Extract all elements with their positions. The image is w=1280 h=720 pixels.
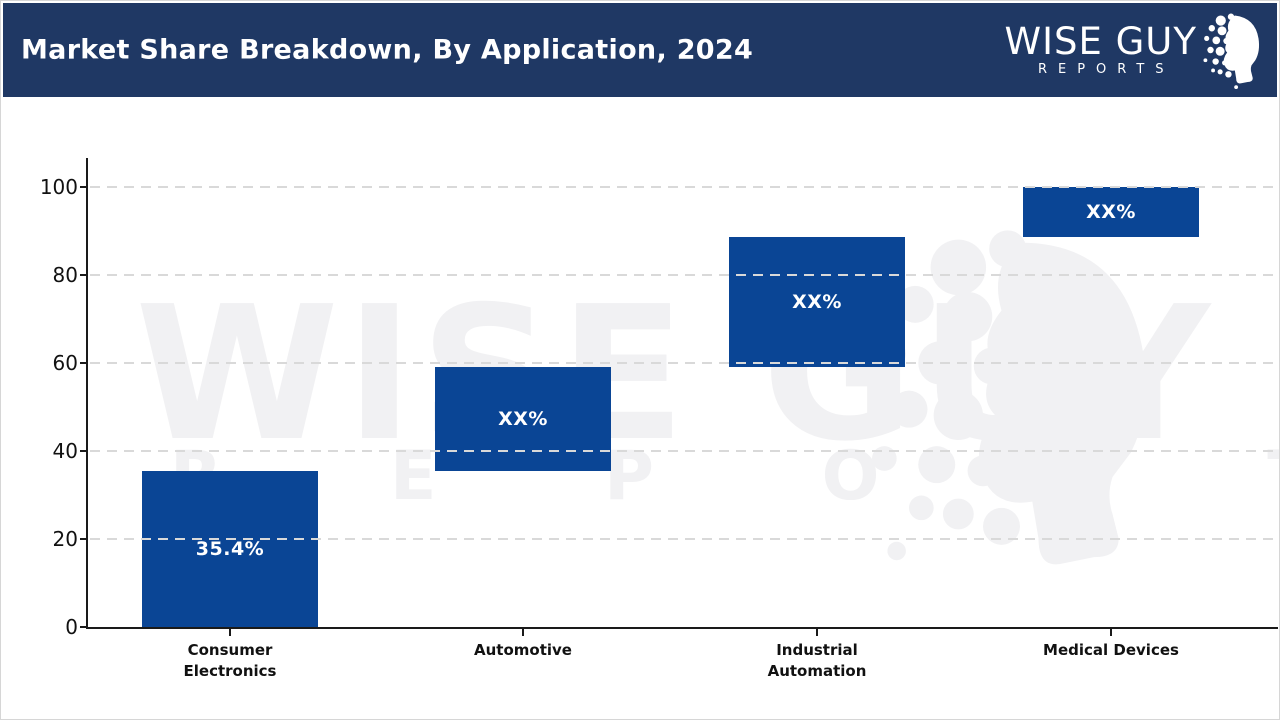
logo-text: WISE GUY REPORTS bbox=[1005, 22, 1197, 78]
bar-industrial-automation: XX% bbox=[729, 237, 905, 367]
y-axis-line bbox=[86, 158, 88, 629]
x-axis-line bbox=[86, 627, 1278, 629]
y-tick-mark-60 bbox=[80, 362, 88, 364]
x-tick-mark-1 bbox=[522, 629, 524, 636]
y-tick-label-60: 60 bbox=[52, 351, 78, 375]
x-tick-mark-0 bbox=[229, 629, 231, 636]
gridline-100 bbox=[90, 186, 1278, 188]
bar-value-label: XX% bbox=[792, 291, 842, 314]
x-tick-label-2: Industrial Automation bbox=[712, 640, 922, 682]
gridline-40 bbox=[90, 450, 1278, 452]
y-tick-mark-100 bbox=[80, 186, 88, 188]
x-tick-label-0: Consumer Electronics bbox=[125, 640, 335, 682]
bar-automotive: XX% bbox=[435, 366, 611, 472]
wiseguy-face-icon bbox=[1203, 13, 1260, 89]
y-tick-mark-0 bbox=[80, 626, 88, 628]
watermark-face-icon bbox=[872, 230, 1147, 565]
x-tick-label-line: Industrial bbox=[776, 641, 858, 659]
x-tick-label-3: Medical Devices bbox=[1006, 640, 1216, 661]
gridline-20 bbox=[90, 538, 1278, 540]
logo-subtitle: REPORTS bbox=[1037, 62, 1175, 77]
x-tick-label-line: Consumer bbox=[187, 641, 273, 659]
bar-consumer-electronics: 35.4% bbox=[142, 471, 318, 627]
y-tick-label-20: 20 bbox=[52, 527, 78, 551]
page-title: Market Share Breakdown, By Application, … bbox=[21, 34, 754, 66]
bar-medical-devices: XX% bbox=[1023, 187, 1199, 238]
y-tick-mark-80 bbox=[80, 274, 88, 276]
bar-value-label: XX% bbox=[1086, 201, 1136, 224]
x-tick-label-line: Medical Devices bbox=[1043, 641, 1179, 659]
y-tick-label-0: 0 bbox=[65, 615, 78, 639]
y-tick-label-80: 80 bbox=[52, 263, 78, 287]
x-tick-mark-3 bbox=[1110, 629, 1112, 636]
logo-name: WISE GUY bbox=[1004, 20, 1197, 63]
x-tick-mark-2 bbox=[816, 629, 818, 636]
y-tick-label-100: 100 bbox=[39, 175, 78, 199]
header-bar: Market Share Breakdown, By Application, … bbox=[3, 3, 1277, 97]
bar-value-label: 35.4% bbox=[195, 538, 265, 561]
x-tick-label-1: Automotive bbox=[418, 640, 628, 661]
x-tick-label-line: Automotive bbox=[474, 641, 572, 659]
bar-value-label: XX% bbox=[498, 408, 548, 431]
gridline-60 bbox=[90, 362, 1278, 364]
gridline-80 bbox=[90, 274, 1278, 276]
y-tick-label-40: 40 bbox=[52, 439, 78, 463]
y-tick-mark-40 bbox=[80, 450, 88, 452]
y-tick-mark-20 bbox=[80, 538, 88, 540]
x-tick-label-line: Automation bbox=[767, 662, 867, 680]
wiseguy-logo: WISE GUY REPORTS bbox=[1005, 11, 1263, 89]
x-tick-label-line: Electronics bbox=[183, 662, 277, 680]
